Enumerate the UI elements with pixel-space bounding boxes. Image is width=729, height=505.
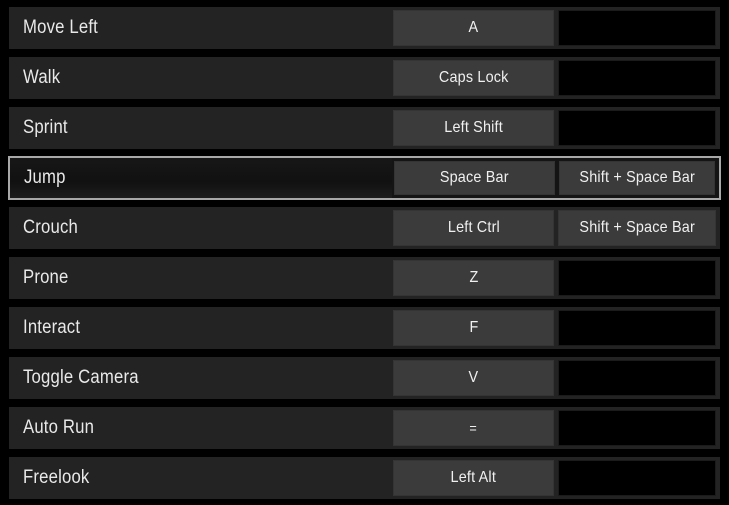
primary-key-label: F [468,319,478,336]
action-label: Freelook [23,467,90,488]
alternate-key-box[interactable] [558,60,716,96]
alternate-key-label: Shift + Space Bar [579,219,695,236]
action-name-cell: Move Left [9,7,391,49]
alternate-key-cell[interactable] [556,357,720,399]
alternate-key-box[interactable] [558,310,716,346]
alternate-key-cell[interactable] [556,407,720,449]
alternate-key-cell[interactable] [556,307,720,349]
alternate-key-box[interactable] [558,260,716,296]
action-name-cell: Freelook [9,457,391,499]
keybind-row[interactable]: Crouch Left Ctrl Shift + Space Bar [8,206,721,250]
primary-key-cell[interactable]: Left Alt [391,457,556,499]
primary-key-label: Left Shift [444,119,503,136]
action-name-cell: Walk [9,57,391,99]
alternate-key-box[interactable] [558,460,716,496]
primary-key-cell[interactable]: = [391,407,556,449]
action-label: Sprint [23,117,68,138]
alternate-key-label: Shift + Space Bar [579,169,695,186]
action-label: Interact [23,317,81,338]
primary-key-box[interactable]: = [393,410,554,446]
alternate-key-cell[interactable] [556,7,720,49]
keybind-row[interactable]: Sprint Left Shift [8,106,721,150]
primary-key-box[interactable]: V [393,360,554,396]
action-name-cell: Sprint [9,107,391,149]
primary-key-label: Left Alt [450,469,497,486]
alternate-key-box[interactable]: Shift + Space Bar [559,161,715,195]
alternate-key-box[interactable] [558,360,716,396]
action-name-cell: Interact [9,307,391,349]
keybind-row[interactable]: Toggle Camera V [8,356,721,400]
action-name-cell: Crouch [9,207,391,249]
action-name-cell: Prone [9,257,391,299]
primary-key-label: Space Bar [440,169,509,186]
action-label: Move Left [23,17,99,38]
keybind-row[interactable]: Interact F [8,306,721,350]
primary-key-label: Left Ctrl [447,219,500,236]
action-label: Prone [23,267,69,288]
primary-key-label: V [468,369,479,386]
keybind-row[interactable]: Prone Z [8,256,721,300]
keybind-row[interactable]: Auto Run = [8,406,721,450]
primary-key-cell[interactable]: Z [391,257,556,299]
alternate-key-cell[interactable] [556,57,720,99]
primary-key-label: A [468,19,479,36]
alternate-key-box[interactable] [558,110,716,146]
primary-key-box[interactable]: F [393,310,554,346]
primary-key-box[interactable]: Space Bar [394,161,555,195]
action-label: Auto Run [23,417,95,438]
keybind-row[interactable]: Walk Caps Lock [8,56,721,100]
action-label: Toggle Camera [23,367,139,388]
primary-key-box[interactable]: Caps Lock [393,60,554,96]
alternate-key-cell[interactable]: Shift + Space Bar [556,207,720,249]
action-name-cell: Auto Run [9,407,391,449]
alternate-key-cell[interactable] [556,107,720,149]
alternate-key-box[interactable]: Shift + Space Bar [558,210,716,246]
primary-key-cell[interactable]: Left Shift [391,107,556,149]
keybind-row[interactable]: Jump Space Bar Shift + Space Bar [8,156,721,200]
primary-key-label: Z [468,269,478,286]
primary-key-label: Caps Lock [438,69,509,86]
action-label: Walk [23,67,61,88]
action-label: Crouch [23,217,78,238]
primary-key-box[interactable]: Z [393,260,554,296]
alternate-key-cell[interactable] [556,257,720,299]
primary-key-cell[interactable]: Space Bar [392,158,557,198]
alternate-key-cell[interactable]: Shift + Space Bar [557,158,719,198]
primary-key-cell[interactable]: Caps Lock [391,57,556,99]
action-name-cell: Toggle Camera [9,357,391,399]
alternate-key-cell[interactable] [556,457,720,499]
keybind-row[interactable]: Freelook Left Alt [8,456,721,500]
action-name-cell: Jump [10,158,392,198]
primary-key-label: = [469,420,478,436]
keybind-row[interactable]: Move Left A [8,6,721,50]
primary-key-cell[interactable]: V [391,357,556,399]
primary-key-cell[interactable]: Left Ctrl [391,207,556,249]
action-label: Jump [24,167,66,188]
primary-key-box[interactable]: A [393,10,554,46]
primary-key-box[interactable]: Left Ctrl [393,210,554,246]
alternate-key-box[interactable] [558,410,716,446]
primary-key-cell[interactable]: A [391,7,556,49]
primary-key-box[interactable]: Left Alt [393,460,554,496]
primary-key-cell[interactable]: F [391,307,556,349]
alternate-key-box[interactable] [558,10,716,46]
primary-key-box[interactable]: Left Shift [393,110,554,146]
